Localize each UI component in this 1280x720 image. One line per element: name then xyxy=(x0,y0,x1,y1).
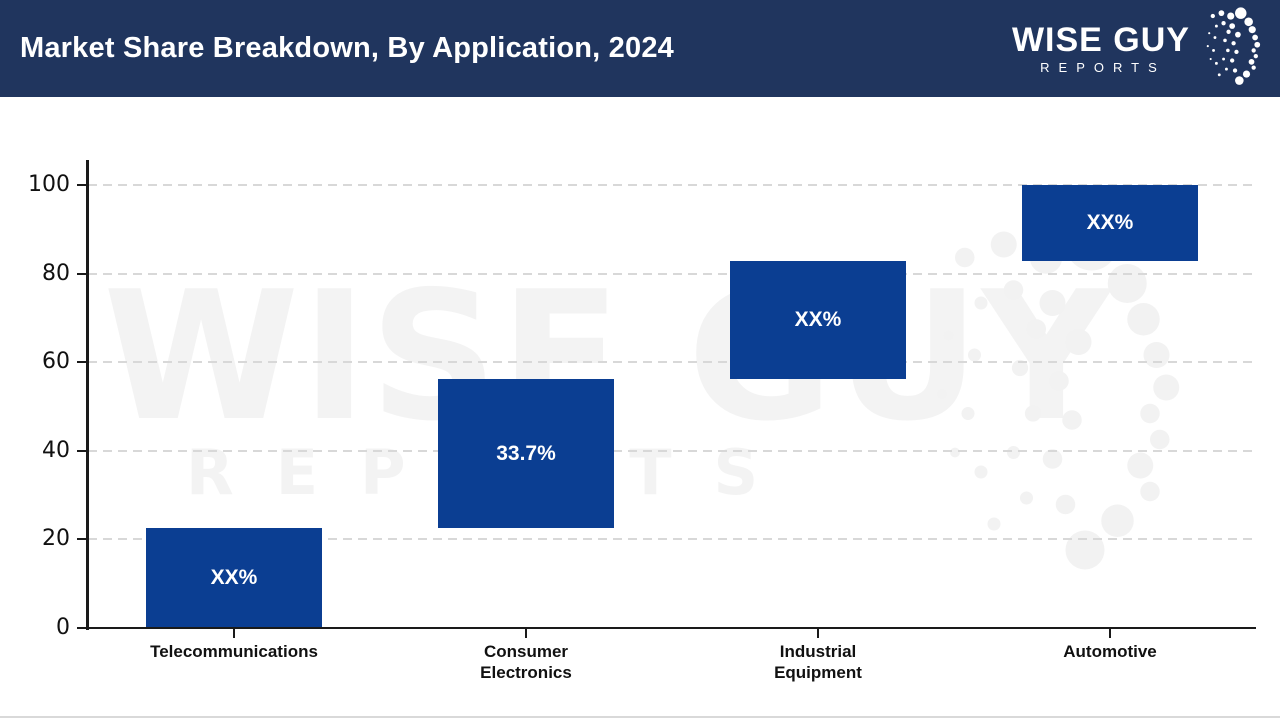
gridline-60 xyxy=(88,361,1256,363)
y-tick-80 xyxy=(77,272,86,275)
y-tick-60 xyxy=(77,361,86,363)
y-tick-label-80: 80 xyxy=(42,260,70,286)
gridline-20 xyxy=(88,538,1256,540)
y-tick-0 xyxy=(77,626,86,629)
x-tick-label-2: Industrial Equipment xyxy=(774,641,862,682)
bar-automotive: XX% xyxy=(1022,185,1198,262)
gridline-80 xyxy=(88,272,1256,275)
bar-value-label: XX% xyxy=(794,308,842,332)
y-tick-40 xyxy=(77,449,86,452)
x-tick-0 xyxy=(233,628,235,638)
x-tick-label-3: Automotive xyxy=(1063,641,1157,661)
x-tick-1 xyxy=(525,628,527,638)
y-tick-label-20: 20 xyxy=(42,526,70,551)
x-axis-line xyxy=(86,626,1256,629)
header-bar: Market Share Breakdown, By Application, … xyxy=(0,0,1280,97)
y-tick-100 xyxy=(77,184,86,186)
bar-value-label: 33.7% xyxy=(496,441,556,465)
bar-consumer-electronics: 33.7% xyxy=(438,379,614,529)
bottom-divider xyxy=(0,716,1280,718)
bar-value-label: XX% xyxy=(210,565,258,589)
brand-subtitle: REPORTS xyxy=(1040,60,1166,76)
y-tick-label-0: 0 xyxy=(56,614,70,640)
chart-title: Market Share Breakdown, By Application, … xyxy=(20,32,674,64)
y-axis-line xyxy=(86,160,89,630)
brand-logo-text: WISE GUY REPORTS xyxy=(1011,20,1190,76)
x-tick-3 xyxy=(1109,628,1111,638)
bar-telecommunications: XX% xyxy=(146,528,322,628)
brand-name: WISE GUY xyxy=(1011,20,1190,59)
brand-logo: WISE GUY REPORTS xyxy=(1012,6,1264,92)
y-tick-label-100: 100 xyxy=(28,172,70,197)
y-tick-label-60: 60 xyxy=(42,349,70,374)
bar-industrial-equipment: XX% xyxy=(730,261,906,380)
gridline-40 xyxy=(88,449,1256,452)
x-tick-label-0: Telecommunications xyxy=(150,641,318,661)
bar-value-label: XX% xyxy=(1086,211,1134,235)
x-tick-2 xyxy=(817,628,819,638)
y-tick-20 xyxy=(77,538,86,540)
x-tick-label-1: Consumer Electronics xyxy=(480,641,572,682)
y-tick-label-40: 40 xyxy=(42,437,70,463)
gridline-100 xyxy=(88,184,1256,186)
